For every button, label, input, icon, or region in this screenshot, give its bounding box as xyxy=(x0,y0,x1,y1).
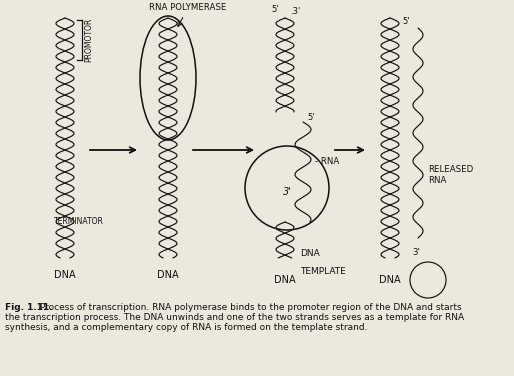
Text: the transcription process. The DNA unwinds and one of the two strands serves as : the transcription process. The DNA unwin… xyxy=(5,313,464,322)
Text: RNA POLYMERASE: RNA POLYMERASE xyxy=(149,3,227,26)
Text: Process of transcription. RNA polymerase binds to the promoter region of the DNA: Process of transcription. RNA polymerase… xyxy=(37,303,462,312)
Text: DNA: DNA xyxy=(157,270,179,280)
Text: 3': 3' xyxy=(283,187,291,197)
Text: .3': .3' xyxy=(290,7,300,16)
Text: DNA: DNA xyxy=(274,275,296,285)
Text: DNA: DNA xyxy=(379,275,401,285)
Text: DNA: DNA xyxy=(300,249,320,258)
Text: 5': 5' xyxy=(271,5,279,14)
Text: TEMPLATE: TEMPLATE xyxy=(300,267,346,276)
Text: 5': 5' xyxy=(402,18,410,26)
Text: synthesis, and a complementary copy of RNA is formed on the template strand.: synthesis, and a complementary copy of R… xyxy=(5,323,368,332)
Text: 3': 3' xyxy=(412,248,420,257)
Text: RELEASED
RNA: RELEASED RNA xyxy=(428,165,473,185)
Text: TERMINATOR: TERMINATOR xyxy=(54,217,104,226)
Text: Fig. 1.11.: Fig. 1.11. xyxy=(5,303,52,312)
Text: DNA: DNA xyxy=(54,270,76,280)
Text: 5': 5' xyxy=(307,114,315,123)
Text: - RNA: - RNA xyxy=(315,158,339,167)
Text: PROMOTOR: PROMOTOR xyxy=(84,18,93,62)
